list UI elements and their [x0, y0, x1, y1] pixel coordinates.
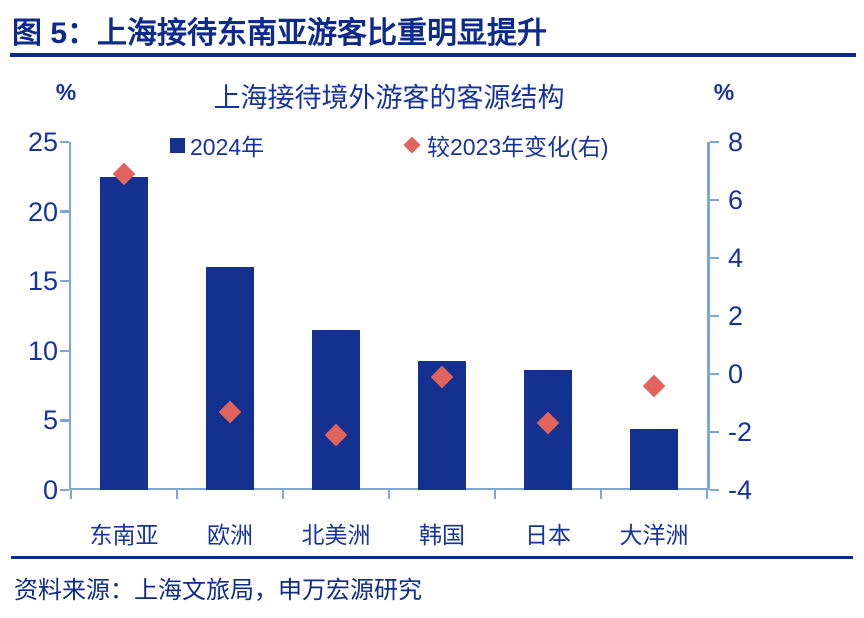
left-axis-tick-label: 15 — [27, 266, 58, 297]
left-axis-tick-label: 5 — [42, 405, 58, 436]
bar-大洋洲 — [630, 428, 678, 490]
left-axis-tick — [59, 419, 69, 422]
right-axis-tick-label: 4 — [728, 243, 744, 273]
left-axis-tick-label: 25 — [27, 127, 58, 157]
right-axis-tick-label: 2 — [728, 301, 744, 331]
x-axis-tick — [69, 490, 73, 499]
x-axis-tick — [281, 490, 285, 499]
bar-北美洲 — [312, 329, 360, 490]
category-label: 韩国 — [419, 522, 465, 548]
legend-label-2024: 2024年 — [190, 134, 265, 160]
left-axis-tick-label: 20 — [27, 196, 58, 227]
x-axis-tick — [705, 490, 709, 499]
chart-title: 上海接待境外游客的客源结构 — [213, 83, 565, 113]
left-axis-tick-label: 10 — [27, 335, 58, 366]
right-axis-tick — [709, 198, 719, 202]
right-axis-tick — [709, 488, 719, 492]
x-axis-line — [68, 487, 710, 490]
category-label: 欧洲 — [207, 522, 253, 548]
legend-item-change: 较2023年变化(右) — [403, 132, 608, 160]
left-axis-tick — [59, 488, 69, 492]
left-axis-tick-label: 0 — [42, 475, 58, 505]
right-axis-tick — [709, 314, 719, 318]
source-note: 资料来源：上海文旅局，申万宏源研究 — [14, 577, 422, 604]
figure-title: 图 5：上海接待东南亚游客比重明显提升 — [12, 17, 548, 50]
x-axis-tick — [493, 490, 497, 499]
right-axis-tick-label: 0 — [728, 359, 744, 389]
left-axis-tick — [59, 279, 69, 283]
diamond-大洋洲 — [642, 374, 666, 397]
right-axis-tick — [709, 372, 719, 376]
category-label: 东南亚 — [89, 522, 159, 548]
left-axis-unit: % — [55, 79, 77, 105]
right-axis-tick-label: 6 — [728, 185, 744, 215]
left-axis-tick — [59, 349, 69, 353]
right-axis-tick — [709, 430, 719, 434]
right-axis-tick — [709, 140, 719, 144]
left-axis-tick — [59, 210, 69, 213]
right-axis-tick-label: -2 — [728, 417, 753, 447]
right-axis-tick — [709, 256, 719, 260]
x-axis-tick — [599, 490, 603, 499]
title-divider — [10, 53, 856, 57]
bar-欧洲 — [206, 267, 254, 490]
right-axis-unit: % — [713, 79, 735, 105]
left-axis-line — [68, 142, 71, 490]
source-divider — [11, 556, 853, 559]
category-label: 北美洲 — [301, 522, 371, 548]
x-axis-tick — [175, 490, 179, 499]
right-axis-tick-label: 8 — [728, 127, 744, 157]
x-axis-tick — [387, 490, 391, 499]
category-label: 日本 — [525, 522, 571, 548]
right-axis-tick-label: -4 — [728, 475, 753, 505]
legend-label-change: 较2023年变化(右) — [427, 134, 609, 160]
bar-series-swatch-icon — [170, 137, 185, 153]
bar-东南亚 — [100, 176, 148, 490]
legend-item-2024: 2024年 — [170, 132, 264, 160]
right-axis-line — [707, 142, 710, 490]
left-axis-tick — [59, 140, 69, 144]
category-label: 大洋洲 — [619, 522, 689, 548]
